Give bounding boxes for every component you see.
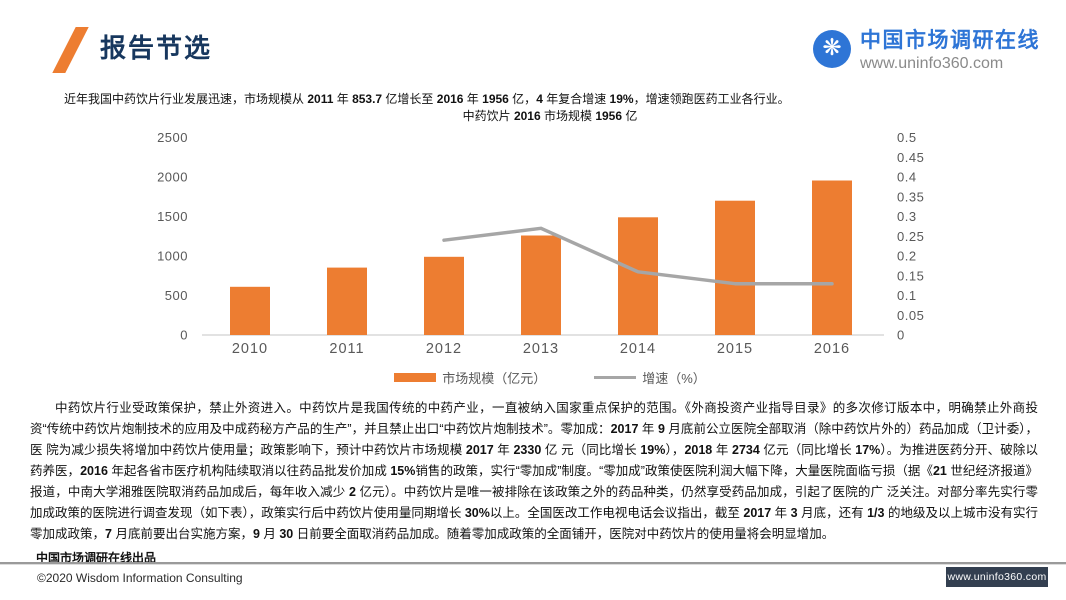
footer-site-link[interactable]: www.uninfo360.com: [946, 567, 1048, 587]
legend-item-market-scale: 市场规模（亿元）: [394, 368, 546, 387]
chart-svg: 0 500 1000 1500 2000 2500 0 0.05 0.1 0.15 0.2 0.25 0…: [157, 130, 924, 357]
svg-text:0.25: 0.25: [897, 229, 924, 244]
svg-text:1500: 1500: [157, 209, 188, 224]
footer-produced-by: 中国市场调研在线出品: [36, 551, 157, 565]
svg-text:2000: 2000: [157, 170, 188, 185]
legend-line-label: 增速（%）: [642, 371, 706, 386]
svg-text:0: 0: [180, 328, 188, 343]
svg-text:2012: 2012: [426, 341, 462, 357]
brand-name: 中国市场调研在线: [860, 29, 1040, 52]
svg-text:0.45: 0.45: [897, 150, 924, 165]
chart-title: 中药饮片 2016 市场规模 1956 亿: [462, 109, 638, 123]
brand-url-link[interactable]: www.uninfo360.com: [860, 55, 1004, 72]
svg-text:2010: 2010: [232, 341, 268, 357]
footer-divider: [0, 562, 1066, 565]
bar-swatch-icon: [394, 373, 437, 382]
svg-text:2014: 2014: [620, 341, 656, 357]
svg-text:0.3: 0.3: [897, 209, 917, 224]
svg-text:0: 0: [897, 328, 905, 343]
footer-copyright: ©2020 Wisdom Information Consulting: [37, 571, 243, 585]
brand-text: 中国市场调研在线 www.uninfo360.com: [860, 24, 1040, 73]
svg-text:0.2: 0.2: [897, 249, 917, 264]
legend-item-growth: 增速（%）: [594, 368, 706, 387]
svg-text:2015: 2015: [717, 341, 753, 357]
legend-bar-label: 市场规模（亿元）: [442, 371, 547, 386]
svg-text:0.35: 0.35: [897, 189, 924, 204]
svg-text:1000: 1000: [157, 249, 188, 264]
svg-text:2016: 2016: [814, 341, 850, 357]
snowflake-logo-icon: ❋: [813, 29, 851, 68]
svg-text:2011: 2011: [329, 341, 364, 357]
svg-text:2500: 2500: [157, 130, 188, 145]
svg-text:0.05: 0.05: [897, 308, 924, 323]
svg-text:0.4: 0.4: [897, 170, 917, 185]
body-paragraph: 中药饮片行业受政策保护，禁止外资进入。中药饮片是我国传统的中药产业，一直被纳入国…: [30, 401, 1039, 541]
svg-text:2013: 2013: [523, 341, 559, 357]
brand-logo: ❋ 中国市场调研在线 www.uninfo360.com: [813, 24, 1040, 73]
chart-legend: 市场规模（亿元） 增速（%）: [150, 368, 950, 387]
svg-text:0.15: 0.15: [897, 268, 924, 283]
page-title: 报告节选: [100, 33, 213, 63]
svg-text:0.1: 0.1: [897, 288, 917, 303]
svg-text:500: 500: [165, 288, 188, 303]
line-swatch-icon: [594, 376, 637, 379]
svg-text:0.5: 0.5: [897, 130, 917, 145]
intro-paragraph: 近年我国中药饮片行业发展迅速，市场规模从 2011 年 853.7 亿增长至 2…: [64, 92, 790, 106]
slash-icon: [52, 27, 89, 73]
